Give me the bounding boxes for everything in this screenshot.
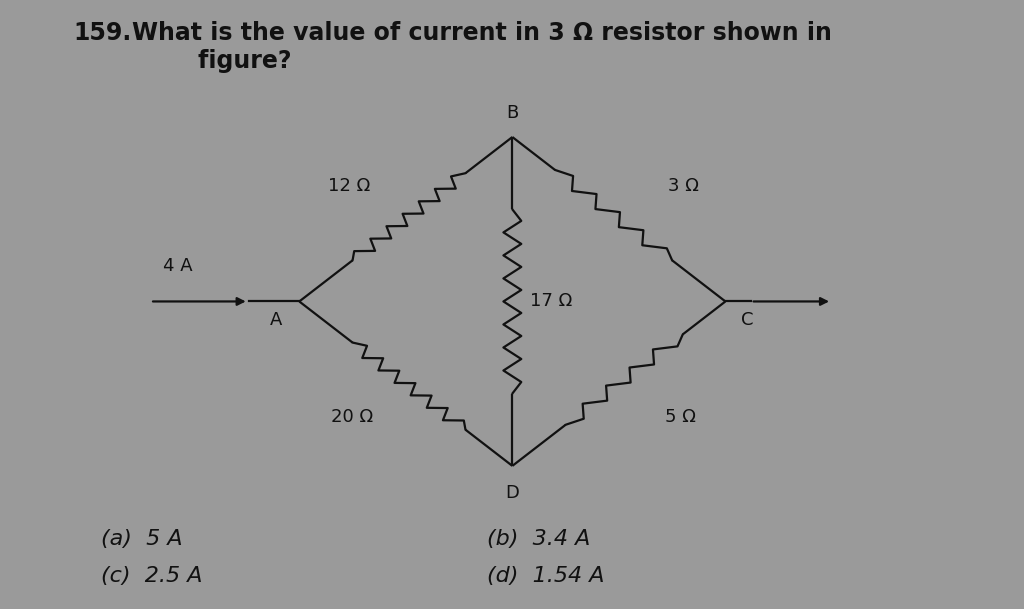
Text: 17 Ω: 17 Ω xyxy=(529,292,571,311)
Text: (c)  2.5 A: (c) 2.5 A xyxy=(101,566,203,585)
Text: What is the value of current in 3 Ω resistor shown in
        figure?: What is the value of current in 3 Ω resi… xyxy=(132,21,831,73)
Text: 5 Ω: 5 Ω xyxy=(665,408,695,426)
Text: B: B xyxy=(506,104,518,122)
Text: (b)  3.4 A: (b) 3.4 A xyxy=(487,529,591,549)
Text: 12 Ω: 12 Ω xyxy=(328,177,371,195)
Text: C: C xyxy=(740,311,753,329)
Text: 159.: 159. xyxy=(73,21,131,45)
Text: (a)  5 A: (a) 5 A xyxy=(101,529,183,549)
Text: 20 Ω: 20 Ω xyxy=(331,408,374,426)
Text: 3 Ω: 3 Ω xyxy=(668,177,698,195)
Text: (d)  1.54 A: (d) 1.54 A xyxy=(487,566,604,585)
Text: A: A xyxy=(269,311,282,329)
Text: D: D xyxy=(506,484,519,502)
Text: 4 A: 4 A xyxy=(163,257,193,275)
